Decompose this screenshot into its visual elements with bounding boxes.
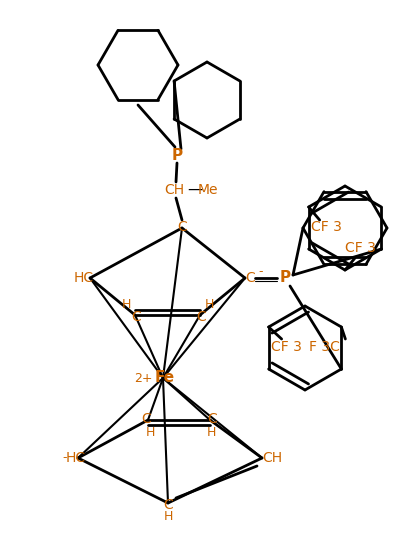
Text: C: C xyxy=(207,412,217,426)
Text: H: H xyxy=(145,425,155,439)
Text: CH: CH xyxy=(164,183,184,197)
Text: CF 3: CF 3 xyxy=(311,220,342,234)
Text: -: - xyxy=(259,265,263,279)
Text: F 3C: F 3C xyxy=(309,340,340,354)
Text: H: H xyxy=(163,510,173,524)
Text: C: C xyxy=(141,412,151,426)
Text: HC: HC xyxy=(66,451,86,465)
Text: H: H xyxy=(204,299,214,311)
Text: C: C xyxy=(177,220,187,234)
Text: 2+: 2+ xyxy=(134,372,152,384)
Text: CF 3: CF 3 xyxy=(271,340,302,354)
Text: P: P xyxy=(279,270,291,285)
Text: CF 3: CF 3 xyxy=(344,241,375,255)
Text: C: C xyxy=(131,310,141,324)
Text: H: H xyxy=(121,299,131,311)
Text: —: — xyxy=(187,181,203,196)
Text: HC: HC xyxy=(74,271,94,285)
Text: Fe: Fe xyxy=(155,371,175,385)
Text: H: H xyxy=(206,425,216,439)
Text: C: C xyxy=(163,498,173,512)
Text: C: C xyxy=(245,271,255,285)
Text: P: P xyxy=(171,148,182,163)
Text: CH: CH xyxy=(262,451,282,465)
Text: -: - xyxy=(63,451,67,465)
Text: C: C xyxy=(196,310,206,324)
Text: Me: Me xyxy=(198,183,218,197)
